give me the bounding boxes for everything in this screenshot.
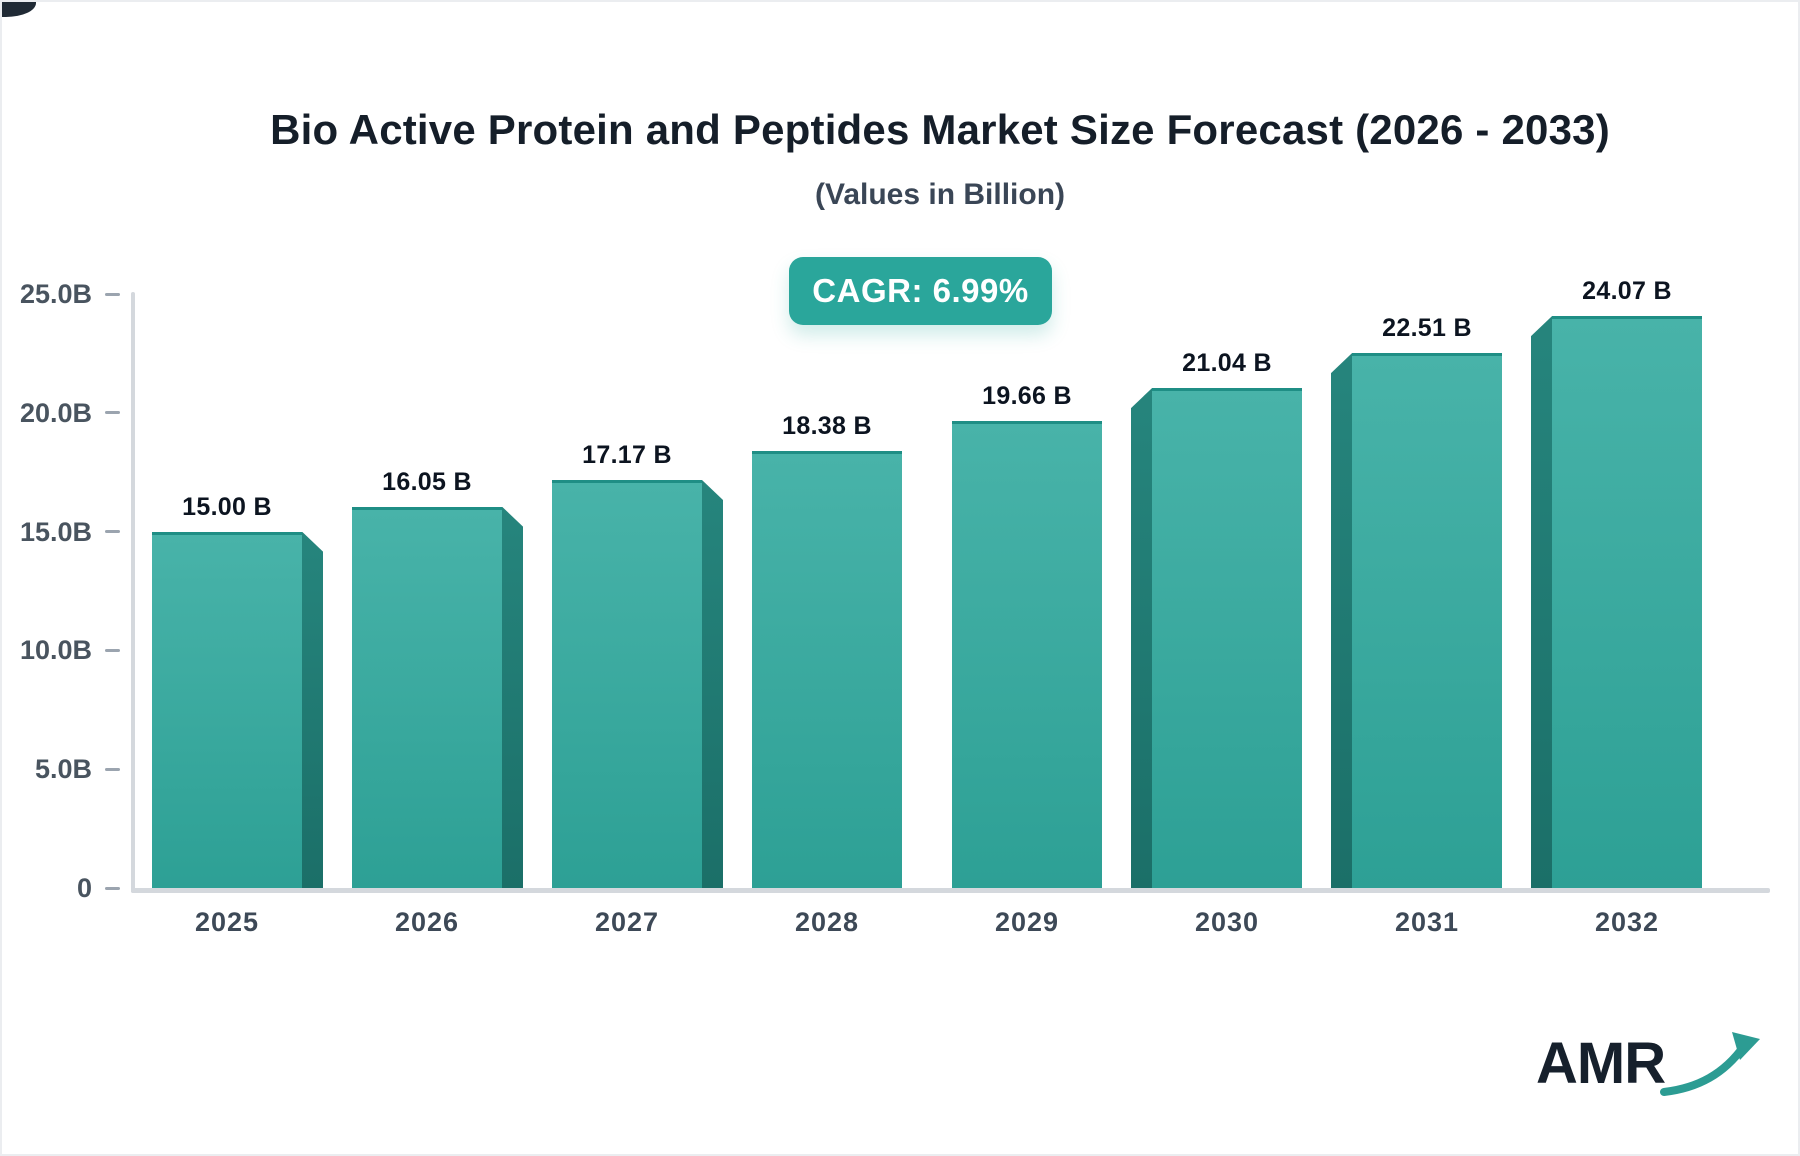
- bar: [552, 480, 702, 888]
- bar-value-label: 21.04 B: [1182, 349, 1272, 378]
- x-axis-label: 2031: [1394, 907, 1460, 937]
- bar-side-shade: [1331, 353, 1352, 888]
- bar-value-label: 16.05 B: [382, 467, 472, 496]
- y-axis-tick-label: 15.0B: [19, 516, 92, 547]
- x-axis-label: 2032: [1594, 907, 1660, 937]
- bar-side-shade: [302, 531, 323, 888]
- y-axis-tick-label: 10.0B: [19, 635, 92, 666]
- y-axis-tick-label: 20.0B: [19, 397, 92, 428]
- amr-logo: AMR: [1536, 1031, 1760, 1114]
- bar-value-label: 24.07 B: [1582, 277, 1672, 306]
- bar: [1352, 353, 1502, 888]
- y-axis-tick: [105, 886, 120, 890]
- y-axis-tick: [105, 648, 120, 652]
- bar-value-label: 19.66 B: [982, 381, 1072, 410]
- bar: [152, 531, 302, 888]
- x-axis-label: 2025: [194, 907, 260, 937]
- x-axis-baseline: [131, 888, 1770, 893]
- bar-side-shade: [702, 480, 723, 888]
- y-axis-tick-label: 5.0B: [34, 754, 92, 785]
- x-axis-label: 2029: [994, 907, 1060, 937]
- bar: [952, 420, 1102, 888]
- amr-logo-arrow-icon: [1660, 1032, 1760, 1096]
- bar-side-shade: [502, 506, 523, 888]
- x-axis-label: 2027: [594, 907, 660, 937]
- bar: [1552, 316, 1702, 888]
- y-axis-tick-label: 25.0B: [19, 279, 92, 309]
- bar-side-shade: [1531, 316, 1552, 888]
- bar-side-shade: [1131, 388, 1152, 888]
- y-axis-tick: [105, 767, 120, 771]
- y-axis-tick-label: 0: [76, 873, 92, 903]
- x-axis-label: 2030: [1194, 907, 1260, 937]
- bar-value-label: 22.51 B: [1382, 314, 1472, 343]
- x-axis-label: 2026: [394, 907, 460, 937]
- bar: [1152, 388, 1302, 888]
- x-axis-label: 2028: [794, 907, 860, 937]
- chart-title: Bio Active Protein and Peptides Market S…: [270, 106, 1610, 153]
- bar-value-label: 15.00 B: [182, 492, 272, 521]
- chart-header: Bio Active Protein and Peptides Market S…: [82, 106, 1798, 212]
- bar: [752, 451, 902, 888]
- y-axis-tick: [105, 292, 120, 296]
- cagr-badge: CAGR: 6.99%: [789, 257, 1052, 325]
- bar: [352, 506, 502, 888]
- y-axis-tick: [105, 530, 120, 534]
- y-axis-line: [131, 292, 135, 893]
- bar-value-label: 18.38 B: [782, 412, 872, 441]
- chart-subtitle: (Values in Billion): [814, 178, 1066, 211]
- amr-logo-text: AMR: [1536, 1031, 1666, 1096]
- y-axis-tick: [105, 411, 120, 415]
- bar-value-label: 17.17 B: [582, 441, 672, 470]
